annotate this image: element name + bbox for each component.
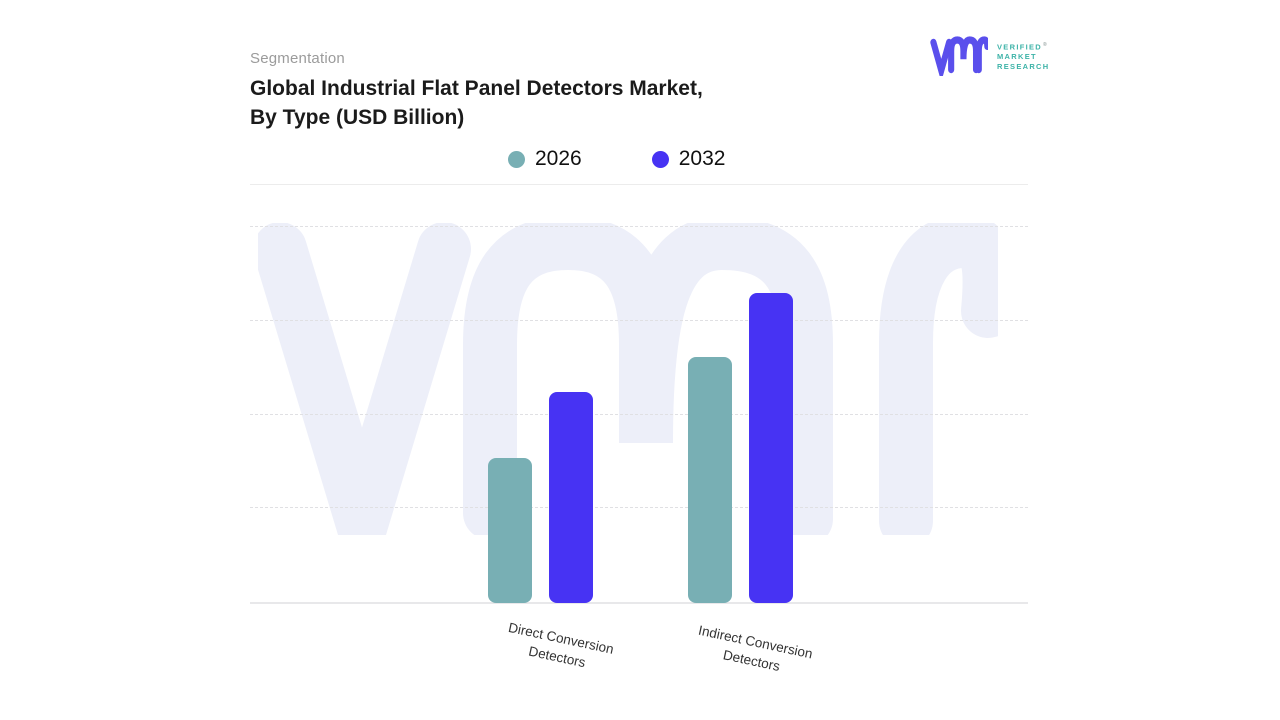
bar-2026-direct — [487, 457, 532, 603]
category-label-indirect-conversion: Indirect Conversion Detectors — [697, 622, 814, 674]
eyebrow-label: Segmentation — [250, 50, 345, 67]
bar-2026-indirect — [688, 357, 732, 603]
brand-logo: VERIFIED® MARKET RESEARCH — [930, 36, 1050, 76]
legend-swatch-2026-icon — [508, 150, 525, 168]
logo-word-market: MARKET — [997, 52, 1037, 61]
logo-word-research: RESEARCH — [997, 61, 1050, 71]
chart-legend: 2026 2032 — [508, 147, 725, 171]
plot-area — [250, 184, 1028, 604]
legend-item-2032: 2032 — [651, 147, 726, 171]
registered-mark: ® — [1043, 42, 1047, 48]
page-title-line1: Global Industrial Flat Panel Detectors M… — [250, 77, 703, 100]
legend-label-2026: 2026 — [535, 147, 582, 170]
gridline — [250, 413, 1028, 415]
brand-logo-text: VERIFIED® MARKET RESEARCH — [997, 41, 1050, 71]
gridline — [250, 226, 1028, 227]
page-title-line2: By Type (USD Billion) — [250, 106, 465, 129]
logo-word-verified: VERIFIED — [997, 42, 1042, 52]
gridline — [250, 319, 1028, 321]
legend-label-2032: 2032 — [678, 147, 726, 170]
page-title: Global Industrial Flat Panel Detectors M… — [250, 74, 703, 132]
vmr-logo-icon — [930, 36, 988, 76]
legend-item-2026: 2026 — [508, 147, 582, 171]
category-label-direct-conversion: Direct Conversion Detectors — [507, 619, 616, 671]
bar-2032-indirect — [749, 292, 793, 603]
bar-2032-direct — [548, 392, 593, 603]
legend-swatch-2032-icon — [651, 150, 669, 168]
vmr-watermark-icon — [258, 223, 998, 535]
gridline — [250, 507, 1028, 509]
x-axis-line — [250, 602, 1028, 604]
